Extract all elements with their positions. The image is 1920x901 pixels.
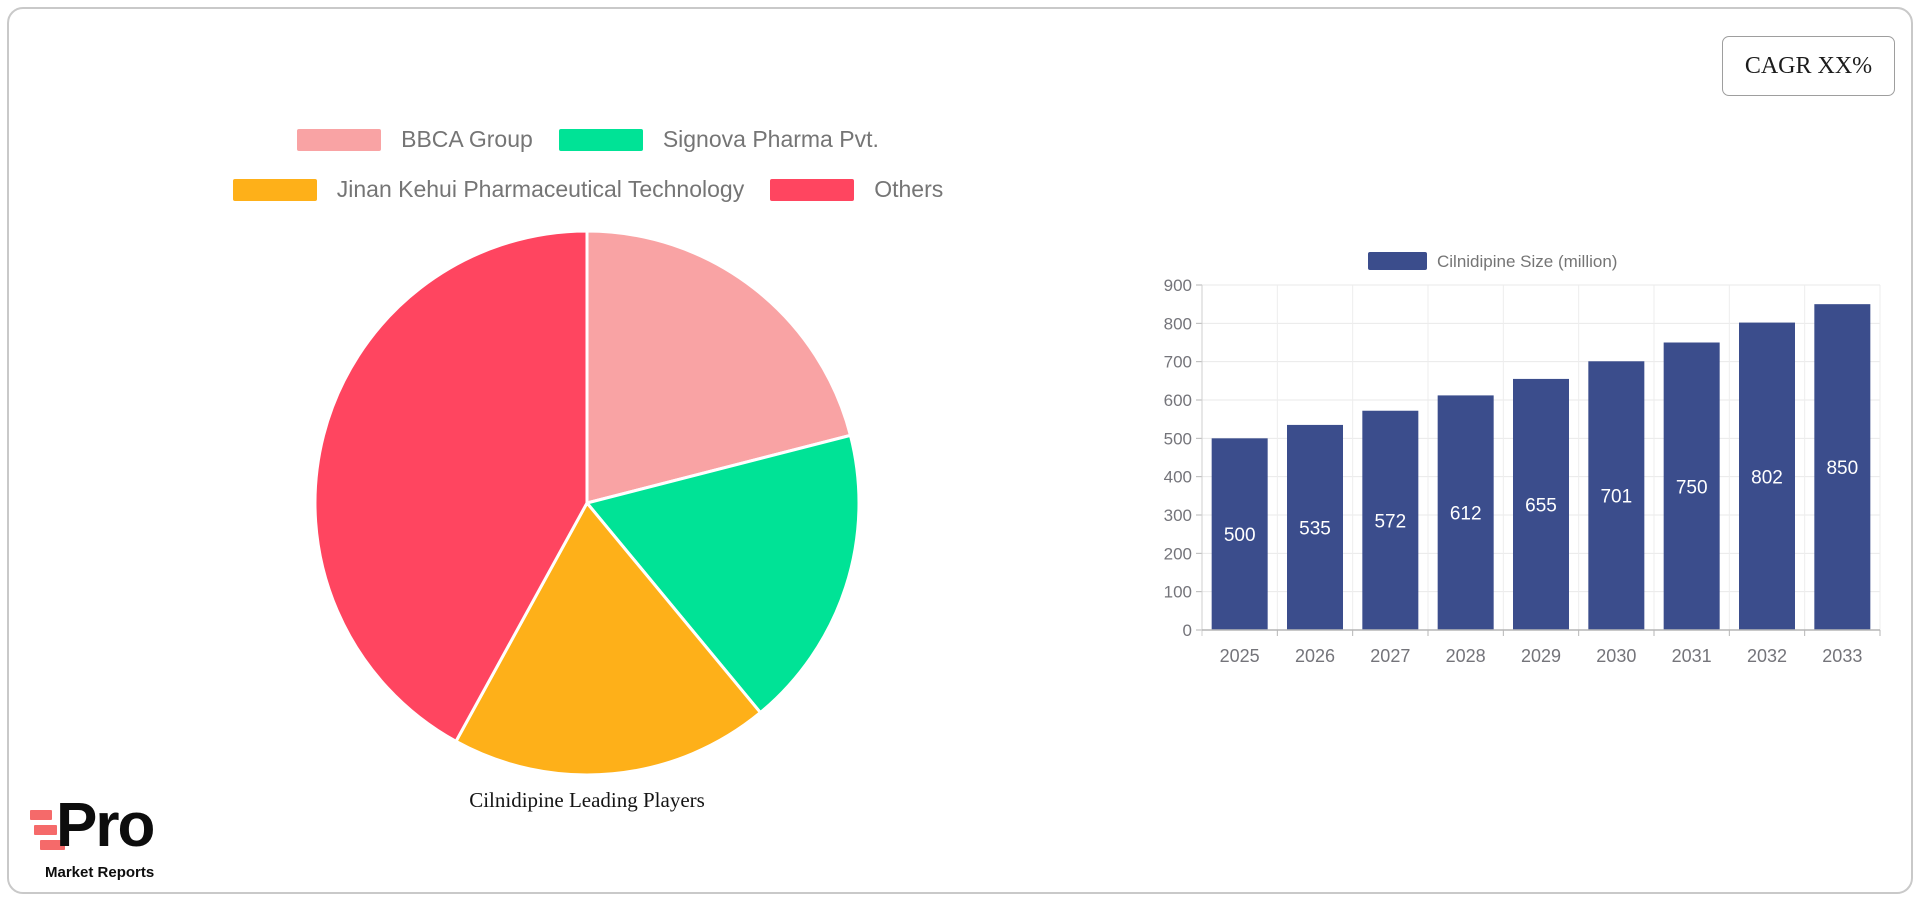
bar-value-label: 612 (1450, 504, 1482, 525)
cagr-badge: CAGR XX% (1722, 36, 1895, 96)
legend-item[interactable]: Others (770, 176, 943, 203)
bar-value-label: 500 (1224, 525, 1256, 546)
x-axis-label: 2032 (1747, 646, 1787, 666)
y-axis-label: 900 (1164, 276, 1192, 295)
bar-value-label: 701 (1600, 487, 1632, 508)
bar-2030 (1588, 361, 1645, 630)
legend-label: Jinan Kehui Pharmaceutical Technology (336, 176, 745, 202)
logo-bars-icon (30, 810, 65, 855)
legend-swatch (558, 128, 643, 151)
logo-mark: Pro (30, 791, 210, 860)
bar-2027 (1362, 410, 1419, 630)
pie-chart (313, 229, 861, 777)
pie-legend: BBCA Group Signova Pharma Pvt. Jinan Kehui… (98, 126, 1078, 203)
y-axis-label: 700 (1164, 353, 1192, 372)
pie-slice-others (313, 229, 589, 743)
logo-name: Pro (56, 791, 155, 860)
legend-label: Signova Pharma Pvt. (662, 126, 879, 152)
legend-label: Others (874, 176, 944, 202)
logo: Pro Market Reports (30, 791, 210, 881)
x-axis-label: 2027 (1370, 646, 1410, 666)
x-axis-label: 2028 (1446, 646, 1486, 666)
pie-slice-signova-pharma-pvt (585, 433, 861, 715)
bar-value-label: 850 (1826, 458, 1858, 479)
x-axis-label: 2026 (1295, 646, 1335, 666)
pie-slice-bbca-group (585, 229, 852, 505)
pie-legend-row: Jinan Kehui Pharmaceutical Technology Oth… (232, 176, 943, 203)
legend-label: BBCA Group (401, 126, 533, 152)
logo-bar-icon (40, 840, 65, 850)
legend-item[interactable]: Jinan Kehui Pharmaceutical Technology (232, 176, 745, 203)
y-axis-label: 200 (1164, 544, 1192, 563)
bar-2032 (1739, 322, 1795, 630)
bar-chart: Cilnidipine Size (million) 0 100 200 300 400 5… (1164, 252, 1881, 666)
legend-swatch (770, 178, 855, 201)
bar-value-label: 750 (1676, 477, 1708, 498)
bar-2029 (1513, 378, 1569, 630)
cagr-badge-label: CAGR XX% (1744, 52, 1873, 79)
bar-2028 (1437, 395, 1494, 630)
logo-bar-icon (30, 810, 52, 820)
y-axis-label: 300 (1164, 506, 1192, 525)
y-axis-label: 500 (1164, 429, 1192, 448)
x-axis-label: 2025 (1220, 646, 1260, 666)
y-axis-label: 400 (1164, 468, 1192, 487)
bar-value-label: 535 (1299, 518, 1331, 539)
y-axis-label: 600 (1164, 391, 1192, 410)
x-axis-label: 2033 (1822, 646, 1862, 666)
y-axis-label: 800 (1164, 314, 1192, 333)
bar-legend-swatch[interactable] (1368, 252, 1427, 270)
legend-item[interactable]: Signova Pharma Pvt. (558, 126, 879, 153)
y-axis-label: 100 (1164, 583, 1192, 602)
x-axis-label: 2029 (1521, 646, 1561, 666)
bar-2026 (1287, 424, 1343, 630)
bar-value-label: 655 (1525, 495, 1557, 516)
bar-value-label: 802 (1751, 467, 1783, 488)
logo-bar-icon (34, 825, 57, 835)
x-axis-label: 2030 (1596, 646, 1636, 666)
y-axis-label: 0 (1183, 621, 1192, 640)
x-axis-label: 2031 (1672, 646, 1712, 666)
bar-value-label: 572 (1374, 511, 1406, 532)
bar-2031 (1663, 342, 1720, 630)
bar-legend-label[interactable]: Cilnidipine Size (million) (1437, 252, 1617, 271)
pie-legend-row: BBCA Group Signova Pharma Pvt. (297, 126, 879, 153)
legend-swatch (232, 178, 317, 201)
pie-chart-title: Cilnidipine Leading Players (469, 788, 705, 812)
bar-2025 (1211, 438, 1268, 630)
bar-2033 (1814, 304, 1871, 630)
legend-item[interactable]: BBCA Group (297, 126, 533, 153)
legend-swatch (297, 128, 382, 151)
logo-tagline: Market Reports (45, 864, 155, 881)
pie-slice-jinan-kehui-pharmaceutical-technology (454, 501, 762, 777)
